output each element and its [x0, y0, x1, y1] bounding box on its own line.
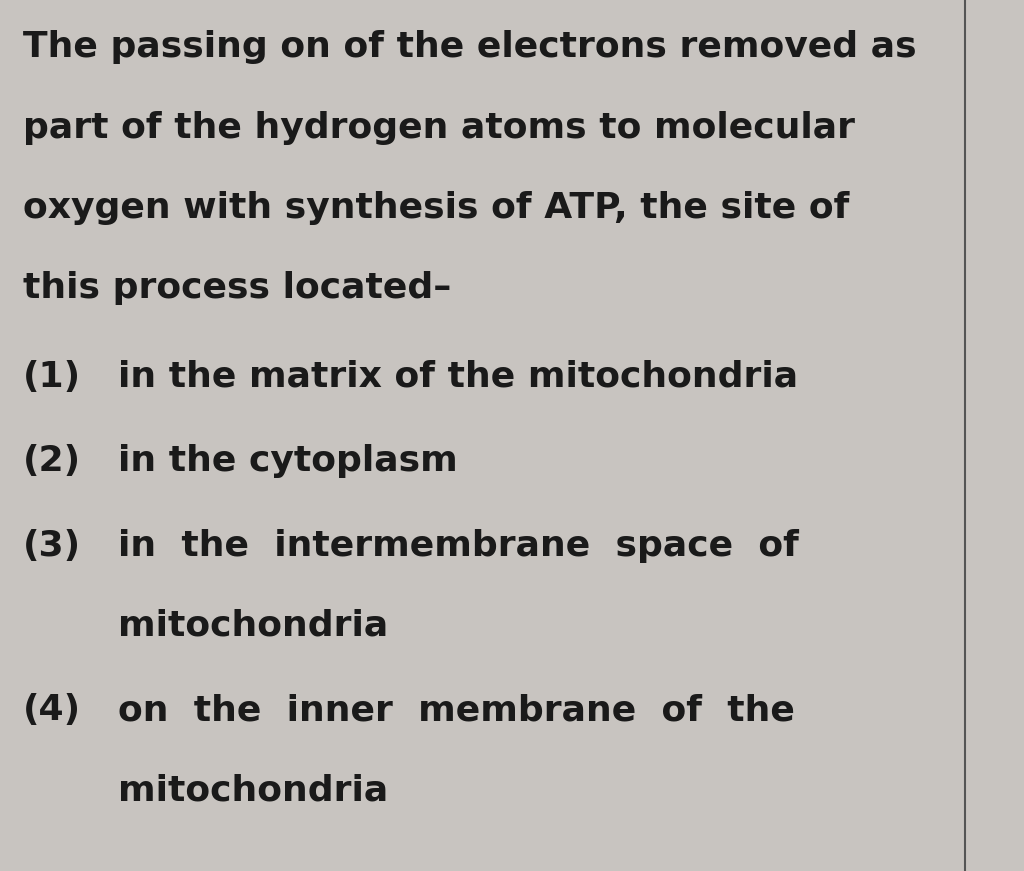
Text: mitochondria: mitochondria	[118, 773, 388, 807]
Text: in the matrix of the mitochondria: in the matrix of the mitochondria	[118, 360, 798, 394]
Text: oxygen with synthesis of ATP, the site of: oxygen with synthesis of ATP, the site o…	[23, 191, 849, 225]
Text: on  the  inner  membrane  of  the: on the inner membrane of the	[118, 693, 795, 727]
Text: part of the hydrogen atoms to molecular: part of the hydrogen atoms to molecular	[23, 111, 854, 145]
Text: this process located–: this process located–	[23, 271, 451, 305]
Text: (3): (3)	[23, 529, 81, 563]
Text: (2): (2)	[23, 444, 81, 478]
Text: mitochondria: mitochondria	[118, 609, 388, 643]
Text: (4): (4)	[23, 693, 81, 727]
Text: in  the  intermembrane  space  of: in the intermembrane space of	[118, 529, 799, 563]
Text: The passing on of the electrons removed as: The passing on of the electrons removed …	[23, 30, 916, 64]
Text: (1): (1)	[23, 360, 81, 394]
Text: in the cytoplasm: in the cytoplasm	[118, 444, 458, 478]
